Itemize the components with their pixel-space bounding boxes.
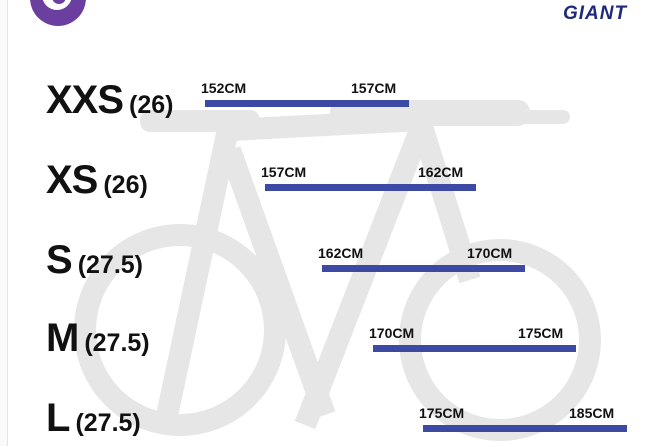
left-edge (0, 0, 8, 446)
min-height-label: 157CM (261, 164, 307, 180)
max-height-label: 175CM (518, 325, 564, 341)
size-label-l: L (27.5) (46, 398, 141, 447)
height-range-bar (322, 265, 525, 272)
wheel-size: (26) (129, 91, 174, 119)
max-height-label: 185CM (569, 405, 615, 421)
size-code: XXS (46, 78, 124, 122)
height-range-bar (265, 184, 476, 191)
size-code: XS (46, 158, 98, 202)
size-code: L (46, 396, 70, 440)
max-height-label: 157CM (351, 80, 397, 96)
size-label-s: S (27.5) (46, 240, 143, 289)
max-height-label: 170CM (467, 245, 513, 261)
size-label-m: M (27.5) (46, 318, 150, 367)
min-height-label: 162CM (318, 245, 364, 261)
min-height-label: 175CM (419, 405, 465, 421)
size-label-xxs: XXS (26) (46, 80, 174, 129)
min-height-label: 152CM (201, 80, 247, 96)
giant-logo: GIANT (563, 3, 628, 24)
size-code: S (46, 238, 73, 282)
min-height-label: 170CM (369, 325, 415, 341)
max-height-label: 162CM (418, 164, 464, 180)
height-range-bar (205, 100, 409, 107)
wheel-size: (26) (103, 171, 148, 199)
height-range-bar (373, 345, 576, 352)
height-range-bar (423, 425, 627, 432)
wheel-size: (27.5) (75, 409, 141, 437)
size-code: M (46, 316, 79, 360)
wheel-size: (27.5) (77, 251, 143, 279)
wheel-size: (27.5) (84, 329, 150, 357)
size-label-xs: XS (26) (46, 160, 148, 209)
